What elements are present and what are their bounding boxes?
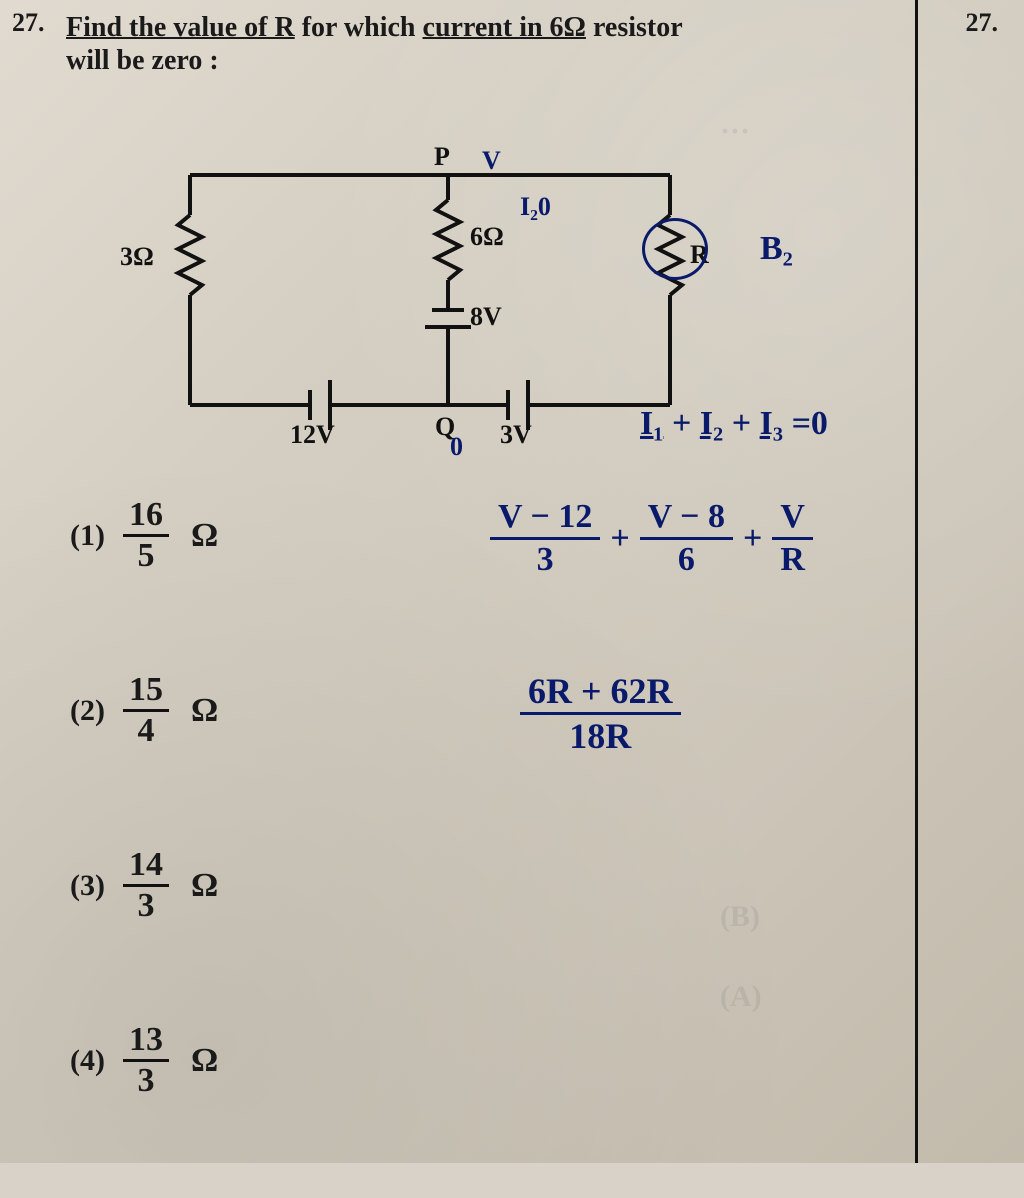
question-number-left: 27. — [12, 8, 45, 38]
handwriting-zero-at-q: 0 — [450, 432, 463, 462]
node-p-label: P — [434, 142, 450, 171]
options-list: (1) 16 5 Ω (2) 15 4 Ω (3) 14 3 Ω (4) — [70, 498, 218, 1198]
hand-frac1: V − 12 3 — [490, 500, 600, 577]
option-4: (4) 13 3 Ω — [70, 1023, 218, 1098]
left-resistor-label: 3Ω — [120, 242, 154, 271]
mid-resistor-label: 6Ω — [470, 222, 504, 251]
option-3: (3) 14 3 Ω — [70, 848, 218, 923]
option-2: (2) 15 4 Ω — [70, 673, 218, 748]
hand-frac2-den: 6 — [678, 540, 695, 577]
ghost-text-1: ··· — [720, 115, 750, 149]
option-3-den: 3 — [137, 887, 154, 923]
option-1: (1) 16 5 Ω — [70, 498, 218, 573]
option-2-fraction: 15 4 — [123, 673, 169, 748]
option-4-number: (4) — [70, 1044, 105, 1078]
mid-battery-label: 8V — [470, 302, 502, 331]
stem-underline-2: current in 6Ω — [423, 12, 586, 43]
ghost-text-3: (B) — [720, 900, 760, 934]
right-battery-label: 3V — [500, 420, 532, 449]
hand-plus-2: + — [743, 520, 762, 558]
ghost-text-2: (A) — [720, 980, 762, 1014]
option-1-unit: Ω — [191, 517, 218, 555]
kcl-i1: I₁ — [640, 405, 663, 442]
handwriting-eqline1: V − 12 3 + V − 8 6 + V R — [490, 500, 813, 577]
option-4-den: 3 — [137, 1062, 154, 1098]
handwriting-kcl: I₁ + I₂ + I₃ =0 — [640, 405, 828, 443]
left-battery-label: 12V — [290, 420, 335, 449]
kcl-plus1 1: + — [672, 405, 691, 442]
option-3-unit: Ω — [191, 867, 218, 905]
hand-frac3-den: R — [780, 540, 805, 577]
option-1-fraction: 16 5 — [123, 498, 169, 573]
option-1-num: 16 — [123, 498, 169, 537]
option-2-num: 15 — [123, 673, 169, 712]
circuit-diagram: P Q 3Ω 6Ω R 8V 12V 3V — [170, 145, 690, 445]
right-resistor-label: R — [690, 240, 709, 269]
hand-frac2: V − 8 6 — [640, 500, 733, 577]
option-3-number: (3) — [70, 869, 105, 903]
kcl-eq: =0 — [792, 405, 828, 442]
option-4-unit: Ω — [191, 1042, 218, 1080]
column-divider — [915, 0, 918, 1163]
hand-frac1-num: V − 12 — [490, 500, 600, 540]
handwriting-i2-zero: I₂0 — [520, 192, 551, 222]
option-2-number: (2) — [70, 694, 105, 728]
option-1-number: (1) — [70, 519, 105, 553]
hand-frac2-num: V − 8 — [640, 500, 733, 540]
option-1-den: 5 — [137, 537, 154, 573]
kcl-i3: I₃ — [760, 405, 783, 442]
stem-underline-1: Find the value of R — [66, 12, 295, 43]
stem-part-d: resistor — [586, 12, 683, 43]
handwriting-b2: B₂ — [760, 230, 793, 268]
option-2-unit: Ω — [191, 692, 218, 730]
option-4-fraction: 13 3 — [123, 1023, 169, 1098]
handwriting-v-at-p: V — [482, 146, 501, 176]
hand-plus-1: + — [610, 520, 629, 558]
page: 27. 27. Find the value of R for which cu… — [0, 0, 1024, 1163]
question-stem-line2: will be zero : — [66, 45, 219, 77]
question-number-right: 27. — [966, 8, 999, 38]
option-2-den: 4 — [137, 712, 154, 748]
handwriting-eqline2: 6R + 62R 18R — [520, 670, 681, 754]
option-4-num: 13 — [123, 1023, 169, 1062]
hand-frac3-num: V — [772, 500, 813, 540]
hand-frac3: V R — [772, 500, 813, 577]
hand-frac1-den: 3 — [537, 540, 554, 577]
kcl-plus2: + — [732, 405, 751, 442]
option-3-num: 14 — [123, 848, 169, 887]
hand-frac-combined-den: 18R — [569, 715, 631, 754]
hand-frac-combined-num: 6R + 62R — [520, 673, 681, 715]
question-stem-line1: Find the value of R for which current in… — [66, 10, 886, 45]
option-3-fraction: 14 3 — [123, 848, 169, 923]
hand-frac-combined: 6R + 62R 18R — [520, 673, 681, 754]
kcl-i2: I₂ — [700, 405, 723, 442]
stem-part-b: for which — [295, 12, 423, 43]
